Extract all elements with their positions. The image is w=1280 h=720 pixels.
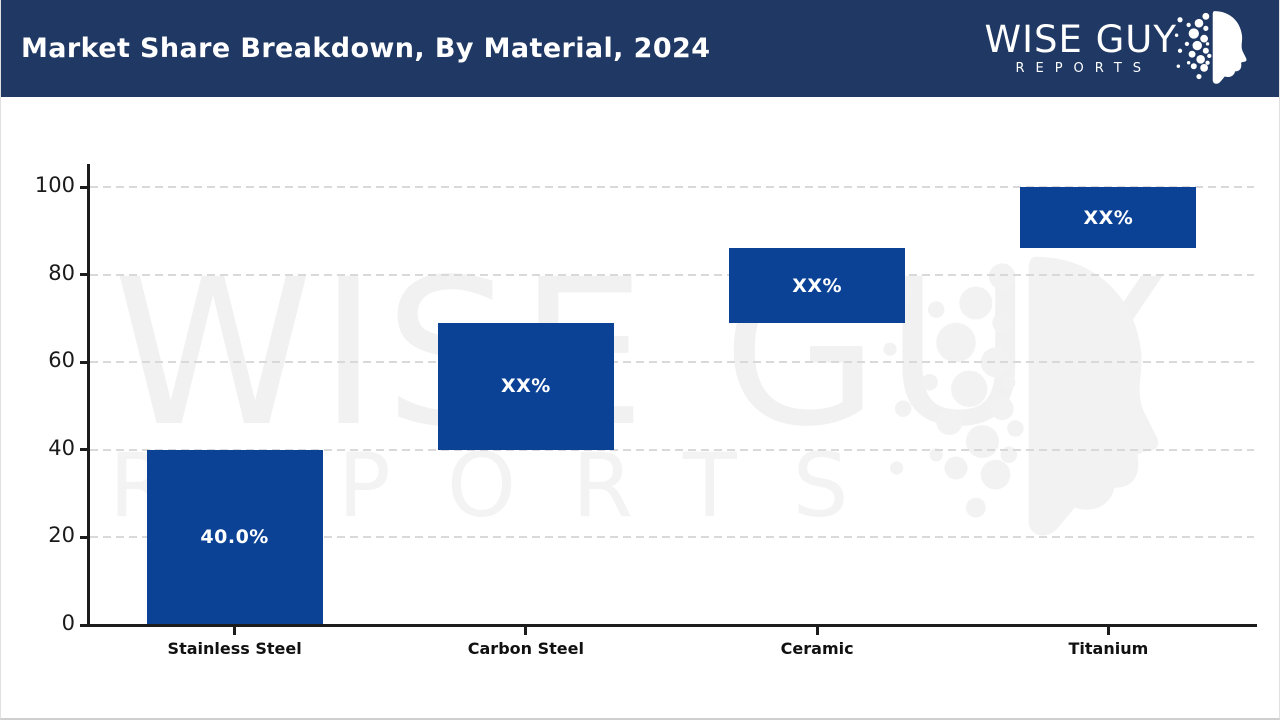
gridline-60 <box>90 361 1254 364</box>
bar-titanium: XX% <box>1020 187 1197 249</box>
bar-value-label: XX% <box>792 274 843 297</box>
logo-wordmark-line1: WISE GUY <box>984 18 1177 62</box>
logo-wordmark: WISE GUY REPORTS <box>984 18 1177 76</box>
page-title: Market Share Breakdown, By Material, 202… <box>21 33 711 64</box>
x-tick-mark <box>524 627 528 635</box>
bar-value-label: XX% <box>500 375 551 398</box>
bar-stainless-steel: 40.0% <box>146 449 323 625</box>
y-tick-mark <box>80 623 88 627</box>
y-tick-label: 20 <box>48 523 75 548</box>
y-tick-label: 60 <box>48 348 75 373</box>
header-bar: Market Share Breakdown, By Material, 202… <box>1 0 1279 97</box>
y-tick-label: 80 <box>48 260 75 285</box>
x-axis-line <box>87 624 1257 627</box>
bar-value-label: XX% <box>1083 206 1134 229</box>
y-tick-mark <box>80 273 88 277</box>
y-tick-label: 0 <box>61 611 75 635</box>
y-tick-label: 100 <box>34 173 75 197</box>
gridline-100 <box>90 186 1254 188</box>
logo-head-icon <box>1174 10 1247 84</box>
gridline-20 <box>90 536 1254 539</box>
y-tick-mark <box>80 448 88 452</box>
y-tick-mark <box>80 185 88 189</box>
x-category-label-ceramic: Ceramic <box>780 639 854 658</box>
gridline-40 <box>90 448 1254 451</box>
y-tick-label: 40 <box>48 435 75 460</box>
gridline-80 <box>90 273 1254 276</box>
x-tick-mark <box>233 627 237 635</box>
y-tick-mark <box>80 535 88 539</box>
x-category-label-carbon-steel: Carbon Steel <box>467 639 584 658</box>
x-category-label-titanium: Titanium <box>1068 639 1149 658</box>
bar-ceramic: XX% <box>729 248 906 323</box>
y-axis-line <box>87 164 90 627</box>
x-tick-mark <box>1106 627 1110 635</box>
wise-guy-logo: WISE GUY REPORTS <box>985 6 1255 92</box>
logo-wordmark-line2: REPORTS <box>1015 60 1153 76</box>
bar-carbon-steel: XX% <box>437 322 614 450</box>
y-tick-mark <box>80 360 88 364</box>
bar-value-label: 40.0% <box>200 526 269 549</box>
x-category-label-stainless-steel: Stainless Steel <box>167 639 302 658</box>
x-tick-mark <box>815 627 819 635</box>
